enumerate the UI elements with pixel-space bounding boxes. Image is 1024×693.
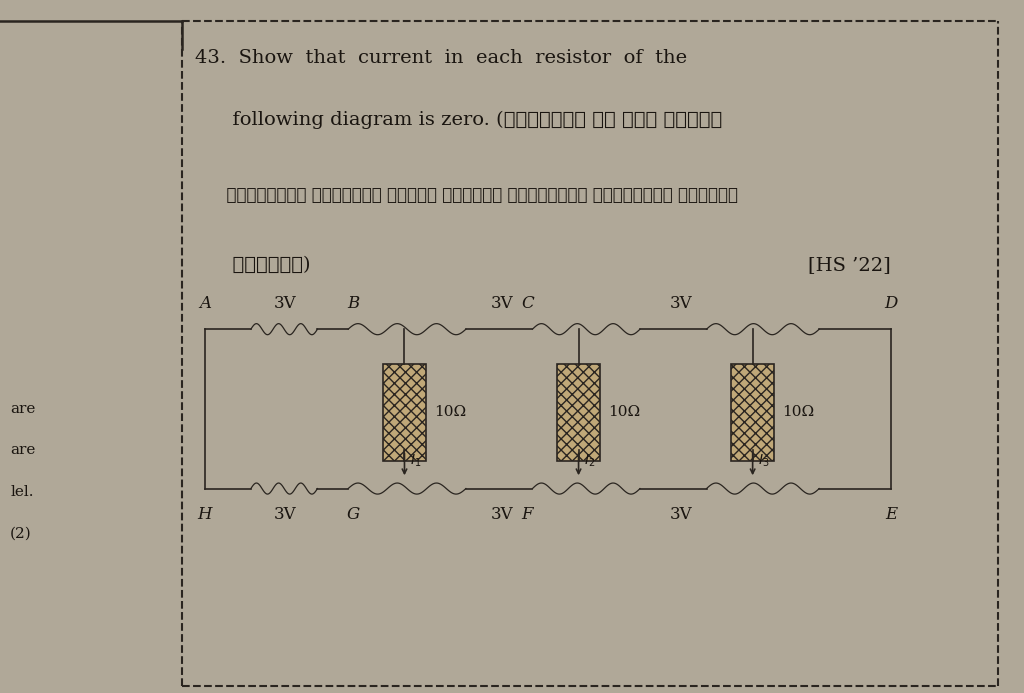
Text: 3V: 3V [670, 506, 692, 523]
Text: (2): (2) [10, 527, 32, 541]
Text: A: A [199, 295, 211, 312]
Text: 3V: 3V [670, 295, 692, 312]
Text: D: D [884, 295, 898, 312]
Text: B: B [347, 295, 359, 312]
Text: চিত্রটোর প্রতিটো রোধকর মাজেদি প্রবাহিত বিদ্যুতর পরিমাণ: চিত্রটোর প্রতিটো রোধকর মাজেদি প্রবাহিত ব… [195, 187, 737, 204]
Text: are: are [10, 444, 36, 457]
Text: 10Ω: 10Ω [782, 405, 814, 419]
Bar [557, 364, 600, 461]
Text: F: F [521, 506, 534, 523]
Text: শূন্য।): শূন্য।) [195, 256, 310, 274]
Text: [HS ’22]: [HS ’22] [808, 256, 891, 274]
Text: E: E [885, 506, 897, 523]
Bar [383, 364, 426, 461]
Text: C: C [521, 295, 534, 312]
Text: $I_{3}$: $I_{3}$ [758, 453, 769, 469]
Bar [731, 364, 774, 461]
Text: 3V: 3V [273, 506, 296, 523]
Text: H: H [198, 506, 212, 523]
Text: $I_{1}$: $I_{1}$ [410, 453, 421, 469]
Text: G: G [347, 506, 359, 523]
Text: 43.  Show  that  current  in  each  resistor  of  the: 43. Show that current in each resistor o… [195, 49, 687, 67]
Text: following diagram is zero. (দেখুওরা যে তলত দিয়া: following diagram is zero. (দেখুওরা যে ত… [195, 111, 722, 129]
Text: 3V: 3V [273, 295, 296, 312]
Text: are: are [10, 402, 36, 416]
Text: lel.: lel. [10, 485, 34, 499]
Text: 10Ω: 10Ω [434, 405, 466, 419]
Text: 3V: 3V [490, 295, 513, 312]
Text: 3V: 3V [490, 506, 513, 523]
Text: $I_{2}$: $I_{2}$ [584, 453, 595, 469]
Text: 10Ω: 10Ω [608, 405, 640, 419]
